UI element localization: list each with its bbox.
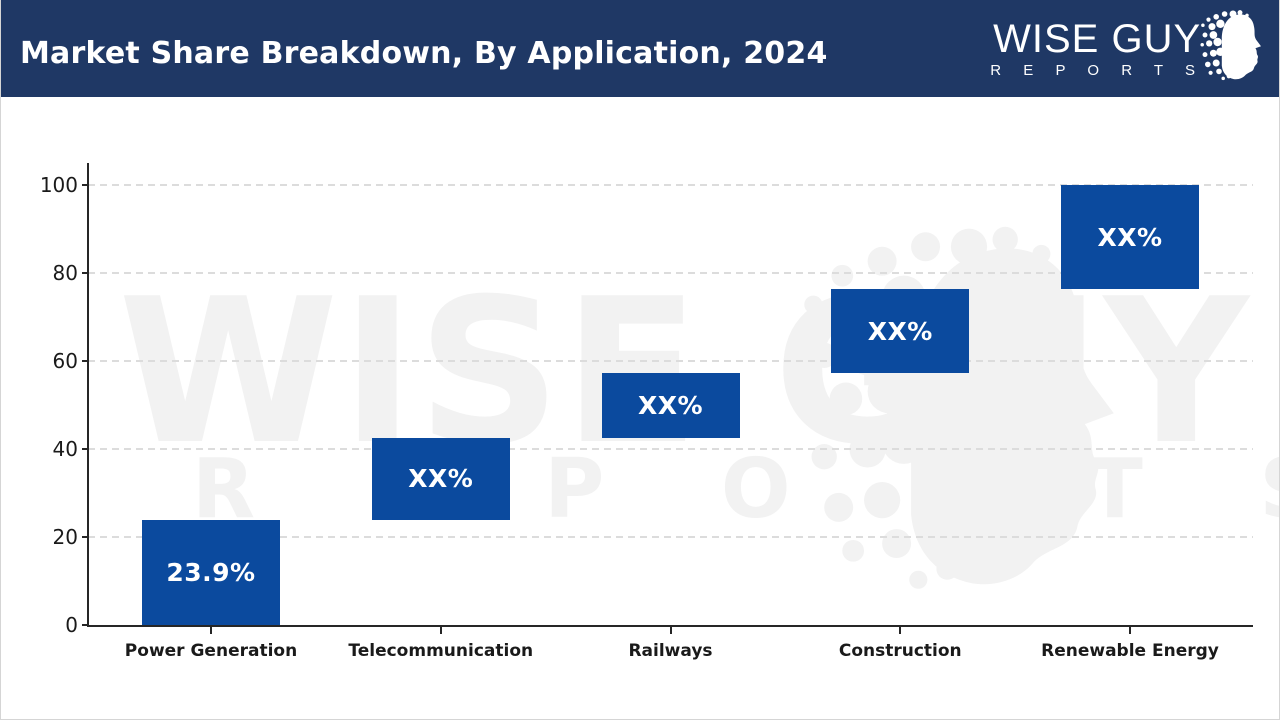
bar-telecommunication: XX% [371,438,510,520]
y-axis-tick-label: 60 [52,349,78,373]
bar-value-label: 23.9% [166,557,256,587]
bar-construction: XX% [831,289,970,373]
bar-value-label: XX% [408,464,474,494]
gridline-40 [88,448,1253,450]
x-axis-category-label: Railways [628,641,713,661]
x-axis-category-label: Renewable Energy [1041,641,1219,661]
x-axis-category-label: Construction [838,641,962,661]
x-axis-tick [1129,627,1131,634]
y-axis-tick-label: 0 [65,613,78,637]
bar-power-generation: 23.9% [142,519,280,625]
y-axis-line [87,163,89,627]
header-bar: Market Share Breakdown, By Application, … [0,0,1280,97]
gridline-60 [88,360,1253,362]
x-axis-category-label: Telecommunication [348,641,534,661]
x-axis-tick [439,627,442,634]
bar-value-label: XX% [867,316,933,346]
logo-subtitle: R E P O R T S [990,62,1204,79]
bar-value-label: XX% [637,390,704,420]
chart-title: Market Share Breakdown, By Application, … [20,36,828,71]
x-axis-category-label: Power Generation [124,641,298,661]
x-axis-line [88,625,1253,627]
face-profile-icon [1198,9,1268,89]
bar-railways: XX% [601,372,740,438]
y-axis-tick [82,184,88,186]
gridline-100 [88,184,1253,186]
bar-renewable-energy: XX% [1061,185,1199,290]
x-axis-tick [210,627,212,634]
gridline-20 [88,536,1253,538]
wise-guy-reports-logo: WISE GUY R E P O R T S [990,6,1268,92]
y-axis-tick [82,624,88,626]
waterfall-chart: WISE GUY R E P O R T S 02040608010023.9%… [0,97,1280,720]
x-axis-tick [899,627,902,634]
y-axis-tick-label: 20 [52,525,78,549]
bar-value-label: XX% [1097,222,1163,252]
y-axis-tick [82,272,88,274]
y-axis-tick-label: 40 [52,437,78,461]
y-axis-tick-label: 80 [52,261,78,285]
y-axis-tick [82,536,88,538]
gridline-80 [88,272,1253,274]
y-axis-tick-label: 100 [39,173,78,197]
logo-wordmark: WISE GUY [993,17,1202,61]
x-axis-tick [669,627,672,634]
y-axis-tick [82,360,88,362]
y-axis-tick [82,448,88,450]
logo-text: WISE GUY R E P O R T S [990,19,1204,79]
